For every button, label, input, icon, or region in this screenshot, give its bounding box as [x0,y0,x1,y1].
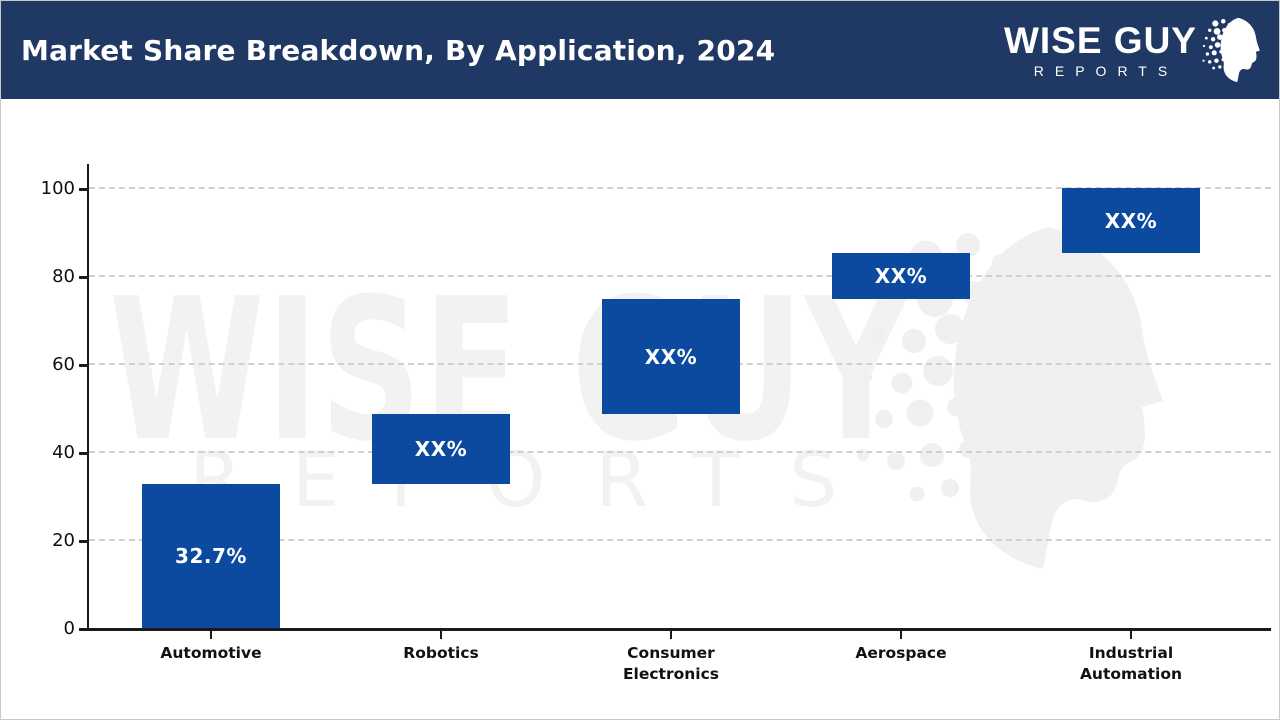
bar: 32.7% [142,484,280,628]
x-category-label-line: Automotive [160,644,262,662]
x-category-label: Aerospace [796,643,1006,664]
bar-value-label: XX% [1104,208,1158,233]
y-tick [78,188,87,191]
y-axis-spine [86,164,89,631]
bar-value-label: XX% [414,437,468,462]
x-category-label-line: Automation [1079,665,1183,683]
header: Market Share Breakdown, By Application, … [1,1,1279,99]
bar-value-label: XX% [874,263,928,288]
bar: XX% [832,253,970,299]
watermark-subtext: REPORTS [189,435,888,524]
x-category-label-line: Aerospace [855,644,947,662]
gridline [89,451,1271,453]
y-tick [78,364,87,367]
bar: XX% [602,298,740,415]
x-tick [669,630,673,639]
gridline [89,539,1271,541]
x-tick [439,630,443,639]
gridline [89,275,1271,277]
y-tick [78,540,87,543]
x-tick [209,630,213,639]
page-title: Market Share Breakdown, By Application, … [21,33,776,67]
y-tick-label: 60 [52,354,75,375]
logo-wordmark: WISE GUY [1003,19,1197,61]
y-tick-label: 80 [52,266,75,287]
logo-text: WISE GUY REPORTS [1004,22,1197,79]
bar: XX% [1062,188,1200,254]
x-category-label: Robotics [336,643,546,664]
x-axis-spine [86,628,1271,631]
x-category-label-line: Consumer [627,644,715,662]
y-tick [78,452,87,455]
y-tick-label: 20 [52,530,75,551]
x-category-label-line: Robotics [403,644,479,662]
x-category-label-line: Electronics [622,665,720,683]
x-tick [1129,630,1133,639]
y-tick-label: 100 [40,178,75,199]
y-tick [78,276,87,279]
logo-subtitle: REPORTS [1033,62,1179,79]
y-tick-label: 0 [63,618,75,639]
y-tick-label: 40 [52,442,75,463]
x-tick [899,630,903,639]
y-tick [78,628,87,631]
logo-face-icon [1202,17,1260,83]
x-category-label: Consumer Electronics [566,643,776,685]
bar-value-label: 32.7% [175,544,247,569]
chart-canvas: WISE GUY REPORTS 32.7% XX% XX% XX% XX% 0 20 40 6… [1,99,1279,719]
logo: WISE GUY REPORTS [1004,12,1261,88]
bar: XX% [372,414,510,485]
bar-value-label: XX% [644,344,698,369]
x-category-label: Automotive [106,643,316,664]
x-category-label: Industrial Automation [1026,643,1236,685]
gridline [89,187,1271,189]
x-category-label-line: Industrial [1088,644,1174,662]
